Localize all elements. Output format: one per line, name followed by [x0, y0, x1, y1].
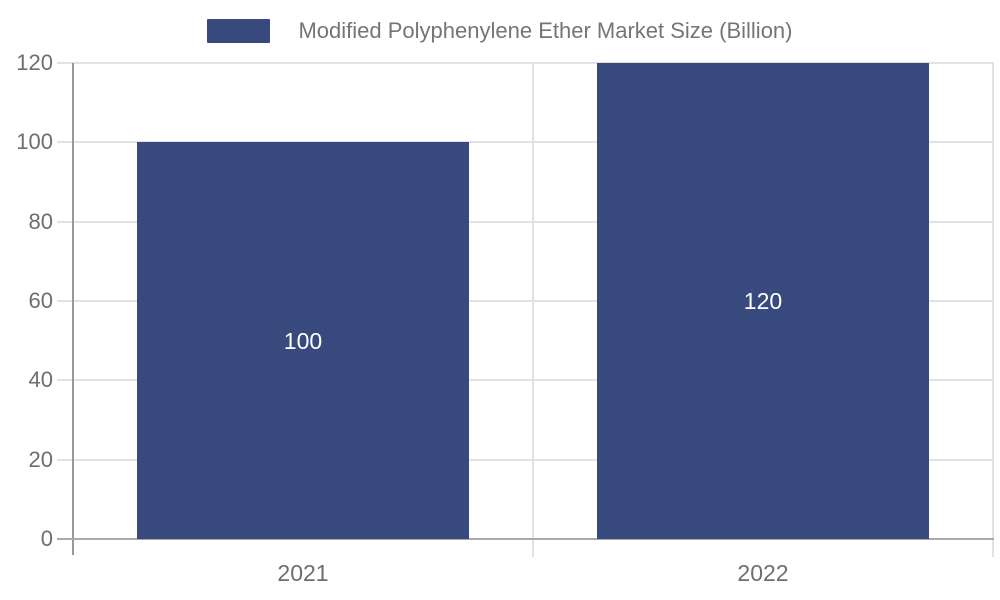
legend-swatch	[207, 19, 271, 43]
y-tick-label-60: 60	[28, 288, 53, 313]
y-tick-label-120: 120	[16, 50, 53, 75]
legend-label: Modified Polyphenylene Ether Market Size…	[298, 18, 793, 43]
legend-item[interactable]: Modified Polyphenylene Ether Market Size…	[0, 17, 1000, 45]
bar-value-label-2021: 100	[283, 327, 323, 354]
bar-2022	[597, 63, 929, 539]
y-tick-label-100: 100	[16, 129, 53, 155]
gridline-y-100	[57, 141, 994, 144]
y-tick-label-0: 0	[40, 526, 53, 551]
y-tick-label-80: 80	[28, 208, 53, 234]
bar-2021	[137, 142, 469, 539]
y-tick-label-20: 20	[28, 446, 53, 472]
gridline-x-2	[992, 63, 994, 557]
y-axis-line	[72, 63, 74, 555]
gridline-y-120	[57, 62, 994, 64]
bar-value-label-2022: 120	[743, 288, 783, 314]
x-axis-line	[57, 538, 994, 540]
x-tick-label-2021: 2021	[277, 560, 329, 586]
gridline-y-20	[57, 458, 994, 461]
x-tick-label-2022: 2022	[737, 560, 789, 586]
gridline-y-80	[57, 220, 994, 223]
gridline-x-1	[532, 63, 534, 557]
y-tick-label-40: 40	[28, 367, 53, 393]
gridline-y-60	[57, 300, 994, 302]
gridline-y-40	[57, 379, 994, 382]
